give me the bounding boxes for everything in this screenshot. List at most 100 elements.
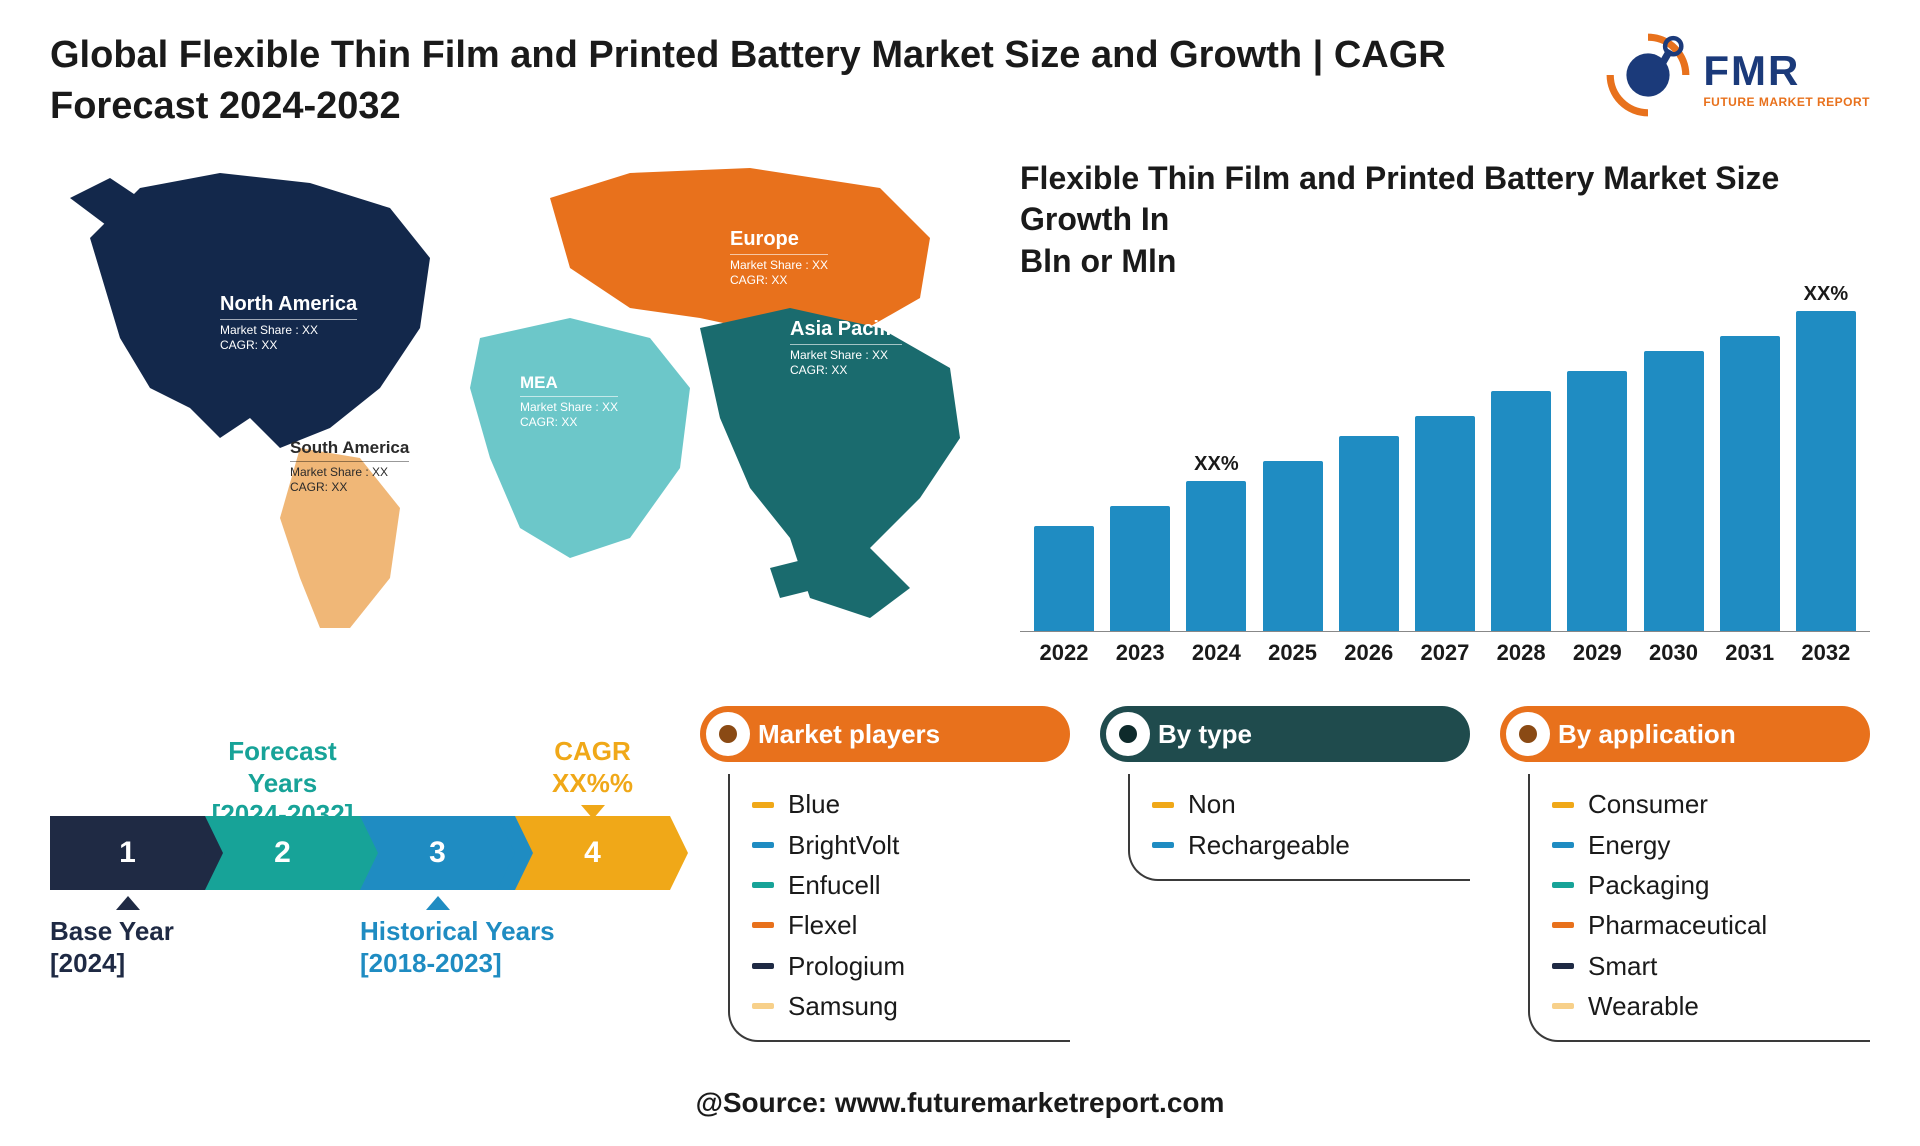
bullet-icon [752,842,774,848]
bar [1491,391,1551,631]
timeline-bottom-label: Base Year[2024] [50,896,245,978]
header-dot-icon [1506,712,1550,756]
category-item: Wearable [1552,986,1860,1026]
category-item-label: Rechargeable [1188,825,1350,865]
category-header-label: Market players [758,719,940,750]
xaxis-label: 2026 [1335,640,1403,666]
region-share: Market Share : XX [790,344,902,364]
category-item: Energy [1552,825,1860,865]
category-item: Pharmaceutical [1552,905,1860,945]
chart-title-line2: Bln or Mln [1020,243,1176,279]
bullet-icon [1552,1003,1574,1009]
bullet-icon [1552,922,1574,928]
category-columns: Market players BlueBrightVoltEnfucellFlex… [700,706,1870,1042]
xaxis-label: 2022 [1030,640,1098,666]
category-item-label: BrightVolt [788,825,899,865]
bar [1796,311,1856,631]
category-item-label: Energy [1588,825,1670,865]
timeline-bottom-label: Historical Years[2018-2023] [360,896,555,978]
bar [1034,526,1094,631]
bullet-icon [1552,802,1574,808]
header-dot-icon [706,712,750,756]
category-item-label: Blue [788,784,840,824]
upper-section: North AmericaMarket Share : XXCAGR: XXSo… [50,158,1870,667]
world-map: North AmericaMarket Share : XXCAGR: XXSo… [50,158,970,638]
category-item-label: Smart [1588,946,1657,986]
bar-col-2024: XX% [1182,481,1250,631]
bar-chart: Flexible Thin Film and Printed Battery M… [1000,158,1870,667]
chart-title-line1: Flexible Thin Film and Printed Battery M… [1020,160,1779,238]
category-market-players: Market players BlueBrightVoltEnfucellFlex… [700,706,1070,1042]
region-cagr: CAGR: XX [290,480,409,496]
region-cagr: CAGR: XX [790,363,902,379]
xaxis-label: 2027 [1411,640,1479,666]
region-cagr: CAGR: XX [520,415,618,431]
bullet-icon [752,963,774,969]
header-row: Global Flexible Thin Film and Printed Ba… [50,30,1870,133]
timeline-bottom-labels: Base Year[2024] Historical Years[2018-202… [50,896,670,996]
bar [1644,351,1704,631]
bullet-icon [1552,842,1574,848]
bullet-icon [1152,842,1174,848]
bullet-icon [1552,882,1574,888]
bar-col-2031 [1716,336,1784,631]
category-item: Smart [1552,946,1860,986]
bar [1415,416,1475,631]
category-item-label: Prologium [788,946,905,986]
region-cagr: CAGR: XX [730,273,828,289]
region-share: Market Share : XX [730,254,828,274]
logo-subtitle: FUTURE MARKET REPORT [1703,95,1870,109]
timeline-top-label: CAGRXX%% [515,736,670,818]
bar-col-2028 [1487,391,1555,631]
xaxis-label: 2023 [1106,640,1174,666]
main-title: Global Flexible Thin Film and Printed Ba… [50,30,1550,133]
category-item-label: Non [1188,784,1236,824]
bar-col-2030 [1640,351,1708,631]
xaxis-label: 2024 [1182,640,1250,666]
category-header-label: By type [1158,719,1252,750]
category-item: Prologium [752,946,1060,986]
region-cagr: CAGR: XX [220,338,357,354]
map-label-na: North AmericaMarket Share : XXCAGR: XX [220,293,357,354]
header-dot-icon [1106,712,1150,756]
timeline-segment-2: 2 [205,816,360,890]
bullet-icon [1152,802,1174,808]
category-item: Flexel [752,905,1060,945]
category-item: BrightVolt [752,825,1060,865]
xaxis-label: 2029 [1563,640,1631,666]
xaxis-label: 2025 [1259,640,1327,666]
region-name: Asia Pacific [790,318,902,341]
region-share: Market Share : XX [290,461,409,481]
category-item-label: Wearable [1588,986,1699,1026]
category-item-label: Packaging [1588,865,1709,905]
xaxis-label: 2028 [1487,640,1555,666]
region-share: Market Share : XX [520,396,618,416]
category-item: Rechargeable [1152,825,1460,865]
chart-title: Flexible Thin Film and Printed Battery M… [1020,158,1870,283]
map-label-sa: South America Market Share : XXCAGR: XX [290,438,409,496]
bar-top-label: XX% [1804,283,1848,306]
bar-col-2029 [1563,371,1631,631]
category-header: By type [1100,706,1470,762]
timeline: Forecast Years[2024-2032]CAGRXX%% 1234 B… [50,706,670,996]
category-header-label: By application [1558,719,1736,750]
bar-col-2022 [1030,526,1098,631]
region-name: North America [220,293,357,316]
bullet-icon [752,1003,774,1009]
region-name: South America [290,438,409,458]
category-item: Non [1152,784,1460,824]
category-item-label: Pharmaceutical [1588,905,1767,945]
category-header: By application [1500,706,1870,762]
bullet-icon [752,882,774,888]
bar [1110,506,1170,631]
category-item: Consumer [1552,784,1860,824]
map-region-mea [470,318,690,558]
chart-xaxis: 2022202320242025202620272028202920302031… [1020,632,1870,666]
chart-bars: XX% XX% [1020,302,1870,632]
region-name: MEA [520,373,618,393]
bar [1567,371,1627,631]
category-body: BlueBrightVoltEnfucellFlexelPrologiumSam… [728,774,1070,1042]
bar-col-2032: XX% [1792,311,1860,631]
fmr-logo: FMR FUTURE MARKET REPORT [1603,30,1870,125]
bar-col-2026 [1335,436,1403,631]
